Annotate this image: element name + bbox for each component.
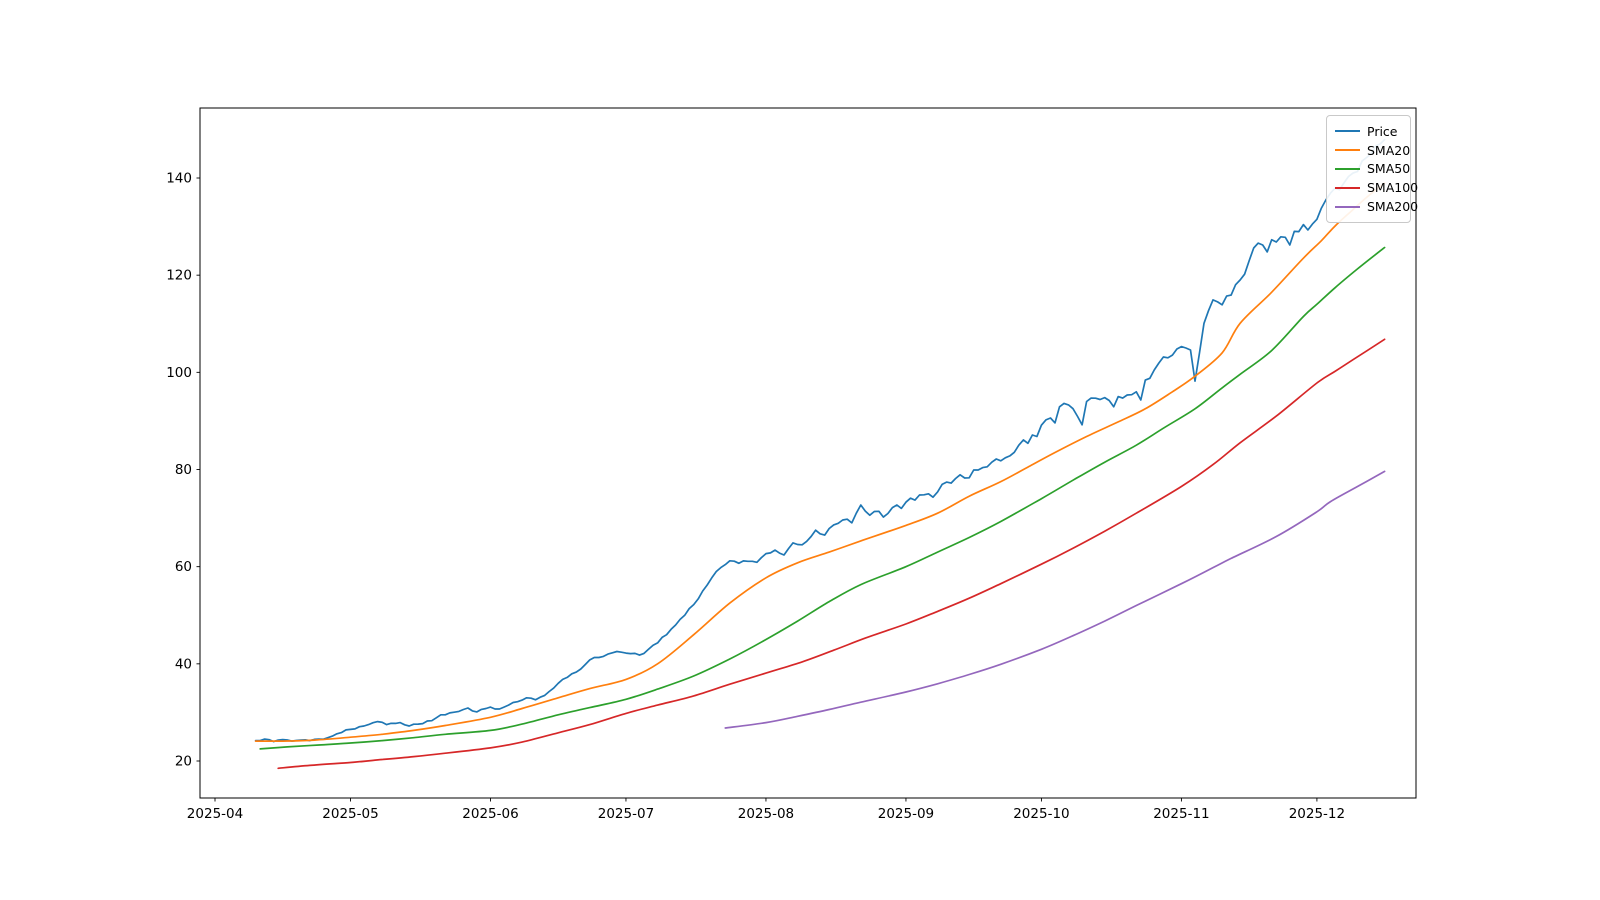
x-tick-label: 2025-12 [1289, 806, 1345, 822]
x-tick-label: 2025-07 [598, 806, 654, 822]
legend-label: SMA50 [1367, 161, 1411, 177]
chart-legend: Price SMA20 SMA50 SMA100 SMA200 [1326, 115, 1418, 223]
plot-area [200, 108, 1416, 798]
legend-item-sma200: SMA200 [1335, 197, 1418, 216]
y-tick-label: 20 [175, 754, 192, 770]
legend-line-sample [1335, 149, 1360, 152]
x-tick-label: 2025-09 [878, 806, 934, 822]
x-tick-label: 2025-04 [187, 806, 243, 822]
x-tick-label: 2025-10 [1013, 806, 1069, 822]
x-tick-label: 2025-05 [322, 806, 378, 822]
series-line-sma20 [254, 182, 1386, 742]
axes-spines [199, 107, 1417, 799]
legend-line-sample [1335, 130, 1360, 133]
series-line-sma100 [277, 338, 1386, 770]
legend-label: Price [1367, 123, 1398, 139]
series-group [254, 138, 1386, 770]
legend-item-sma20: SMA20 [1335, 141, 1410, 160]
legend-line-sample [1335, 167, 1360, 170]
y-tick-label: 80 [175, 462, 192, 478]
legend-line-sample [1335, 205, 1360, 208]
legend-item-price: Price [1335, 122, 1402, 141]
x-tick-label: 2025-11 [1153, 806, 1209, 822]
series-line-sma50 [259, 246, 1386, 750]
legend-item-sma50: SMA50 [1335, 160, 1410, 179]
y-tick-label: 140 [166, 171, 192, 187]
series-line-sma200 [724, 470, 1386, 729]
legend-label: SMA20 [1367, 142, 1411, 158]
y-tick-label: 100 [166, 365, 192, 381]
x-tick-label: 2025-06 [462, 806, 518, 822]
y-tick-label: 40 [175, 656, 192, 672]
y-tick-label: 60 [175, 559, 192, 575]
series-line-price [254, 138, 1386, 743]
x-tick-label: 2025-08 [738, 806, 794, 822]
legend-label: SMA100 [1367, 180, 1419, 196]
legend-label: SMA200 [1367, 199, 1419, 215]
legend-line-sample [1335, 186, 1360, 189]
legend-item-sma100: SMA100 [1335, 178, 1418, 197]
y-tick-label: 120 [166, 268, 192, 284]
